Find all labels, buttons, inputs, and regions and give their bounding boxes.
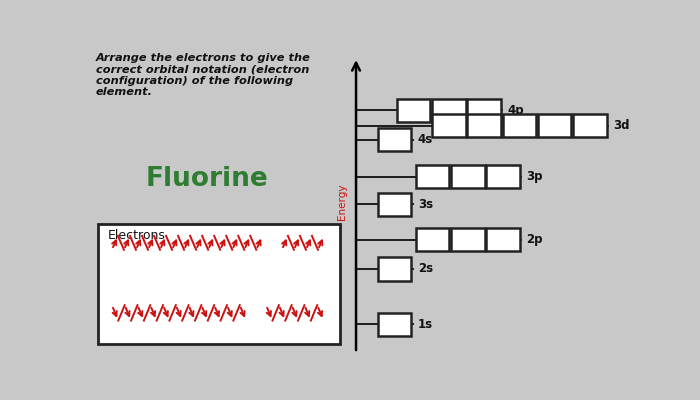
- Bar: [416, 228, 449, 251]
- Bar: [378, 258, 412, 280]
- Bar: [468, 99, 501, 122]
- Text: 3d: 3d: [613, 119, 630, 132]
- Bar: [378, 128, 412, 151]
- Bar: [451, 165, 484, 188]
- Bar: [538, 114, 571, 137]
- Bar: [432, 114, 466, 137]
- Text: 1s: 1s: [418, 318, 433, 331]
- Bar: [416, 165, 449, 188]
- Bar: [468, 114, 501, 137]
- Bar: [378, 313, 412, 336]
- Text: 4s: 4s: [418, 133, 433, 146]
- Bar: [486, 165, 520, 188]
- Bar: [432, 99, 466, 122]
- Text: Energy: Energy: [337, 184, 347, 220]
- Bar: [378, 193, 412, 216]
- Text: 2p: 2p: [526, 233, 543, 246]
- Bar: [573, 114, 607, 137]
- Text: 3p: 3p: [526, 170, 543, 183]
- Text: Fluorine: Fluorine: [146, 166, 268, 192]
- Bar: [397, 99, 430, 122]
- Text: Arrange the electrons to give the
correct orbital notation (electron
configurati: Arrange the electrons to give the correc…: [96, 53, 311, 98]
- Text: 3s: 3s: [418, 198, 433, 211]
- Bar: [486, 228, 520, 251]
- Bar: [98, 224, 340, 344]
- Text: 4p: 4p: [508, 104, 524, 117]
- Bar: [451, 228, 484, 251]
- Text: 2s: 2s: [418, 262, 433, 276]
- Bar: [503, 114, 536, 137]
- Text: Electrons: Electrons: [108, 229, 166, 242]
